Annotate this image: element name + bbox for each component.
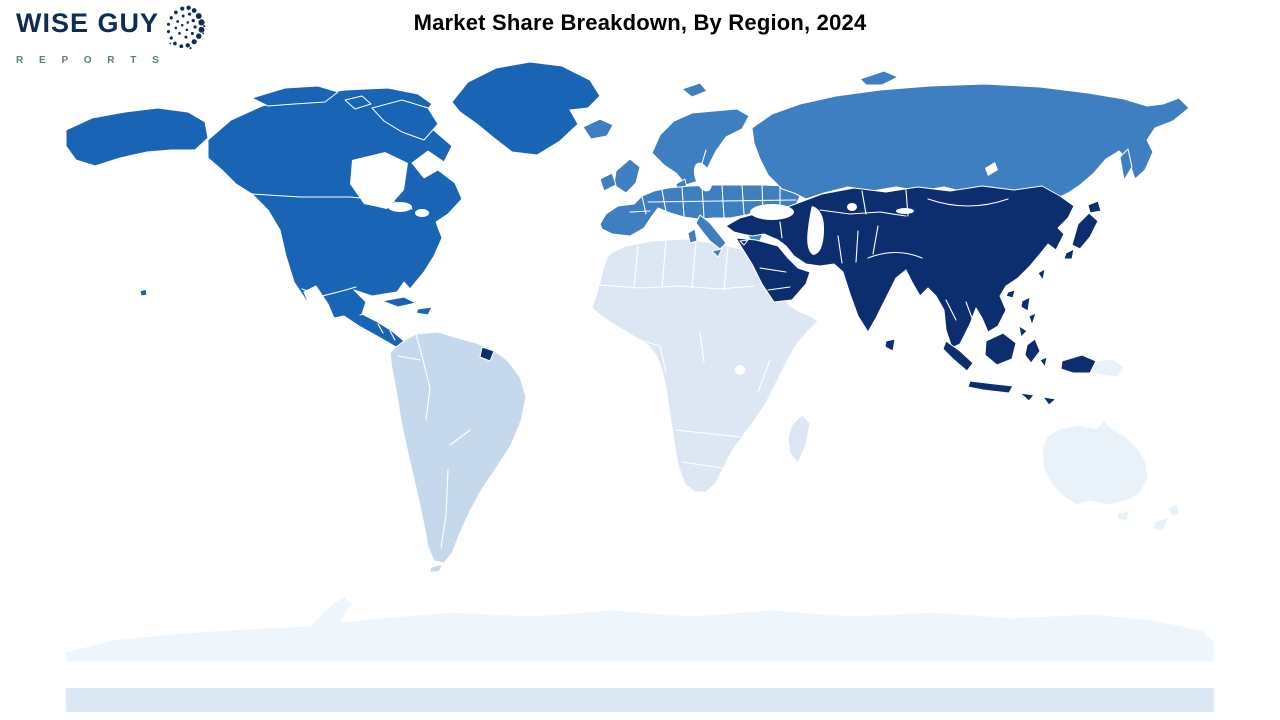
landmass-novaya-zemlya xyxy=(859,70,899,86)
landmass-alaska xyxy=(65,107,209,167)
country-borders-asia xyxy=(759,189,1009,321)
logo-head-icon xyxy=(166,5,206,50)
country-borders-europe xyxy=(629,149,797,219)
region-north-america xyxy=(65,61,601,348)
landmass-south-america xyxy=(389,331,527,564)
landmass-sicily xyxy=(711,248,723,258)
landmass-philippines-visayas xyxy=(1028,312,1037,326)
landmass-sri-lanka xyxy=(884,338,896,352)
brand-name: WISE GUY xyxy=(16,8,160,38)
region-south-america xyxy=(389,331,527,573)
landmass-russia xyxy=(751,83,1190,200)
caspian-sea xyxy=(807,206,825,255)
country-borders-north-america xyxy=(251,193,413,341)
great-lakes-east xyxy=(415,209,429,217)
landmass-japan-honshu xyxy=(1071,212,1099,250)
landmass-west-new-guinea xyxy=(1060,354,1097,374)
great-lakes xyxy=(388,202,412,212)
country-borders-africa xyxy=(599,240,771,469)
landmass-sardinia xyxy=(687,228,698,244)
landmass-japan-hokkaido xyxy=(1087,200,1102,214)
lake-baikal xyxy=(985,162,998,176)
landmass-new-zealand-south xyxy=(1152,516,1170,532)
landmass-new-zealand-north xyxy=(1167,502,1181,518)
aral-sea xyxy=(847,203,857,211)
landmass-ireland xyxy=(599,172,617,192)
region-asia-pacific xyxy=(479,185,1102,406)
landmass-philippines-mindanao xyxy=(1018,325,1028,338)
landmass-french-guiana xyxy=(479,346,495,362)
region-europe-russia xyxy=(582,70,1190,259)
landmass-java xyxy=(967,380,1014,394)
baltic-sea xyxy=(693,162,713,192)
black-sea xyxy=(750,204,794,220)
landmass-antarctica xyxy=(65,595,1215,663)
landmass-tierra-del-fuego xyxy=(429,563,444,573)
landmass-lesser-sunda-2 xyxy=(1042,396,1057,406)
landmass-svalbard xyxy=(681,82,708,98)
brand-subtitle: R E P O R T S xyxy=(16,55,166,66)
chart-title: Market Share Breakdown, By Region, 2024 xyxy=(413,10,867,35)
landmass-australia xyxy=(1041,420,1149,506)
landmass-sulawesi xyxy=(1024,338,1041,364)
landmass-tasmania xyxy=(1116,510,1130,522)
landmass-cuba xyxy=(381,296,417,308)
antarctic-edge-band xyxy=(66,688,1214,712)
landmass-taiwan xyxy=(1037,268,1046,281)
landmass-hispaniola xyxy=(415,306,433,316)
landmass-moluccas xyxy=(1039,356,1048,368)
map-bottom-band xyxy=(66,688,1214,712)
landmass-cyprus xyxy=(739,239,749,246)
landmass-madagascar xyxy=(787,414,811,464)
lake-balkhash xyxy=(896,208,914,214)
landmass-iceland xyxy=(582,118,614,140)
landmass-greenland xyxy=(451,61,601,156)
water-bodies xyxy=(350,152,998,375)
landmass-sumatra xyxy=(942,340,974,372)
landmass-hawaii xyxy=(139,288,148,297)
hudson-bay xyxy=(350,152,408,209)
lake-victoria xyxy=(735,365,745,375)
landmass-lesser-sunda-1 xyxy=(1019,392,1035,402)
landmass-baffin-island xyxy=(371,99,439,141)
landmass-hainan xyxy=(1005,289,1016,299)
landmass-arctic-islands-west xyxy=(251,85,339,107)
landmass-sakhalin xyxy=(1119,148,1133,181)
region-antarctica xyxy=(65,595,1215,663)
landmass-scandinavia xyxy=(651,108,750,186)
landmass-philippines-luzon xyxy=(1020,296,1031,312)
landmass-japan-kyushu xyxy=(1063,248,1075,260)
country-borders-south-america xyxy=(397,333,471,549)
landmass-borneo xyxy=(984,332,1017,366)
brand-logo: WISE GUY R E P O R T S xyxy=(16,5,207,66)
landmass-great-britain xyxy=(613,158,641,194)
region-oceania xyxy=(1041,358,1181,532)
landmass-arctic-island-small xyxy=(344,95,372,110)
